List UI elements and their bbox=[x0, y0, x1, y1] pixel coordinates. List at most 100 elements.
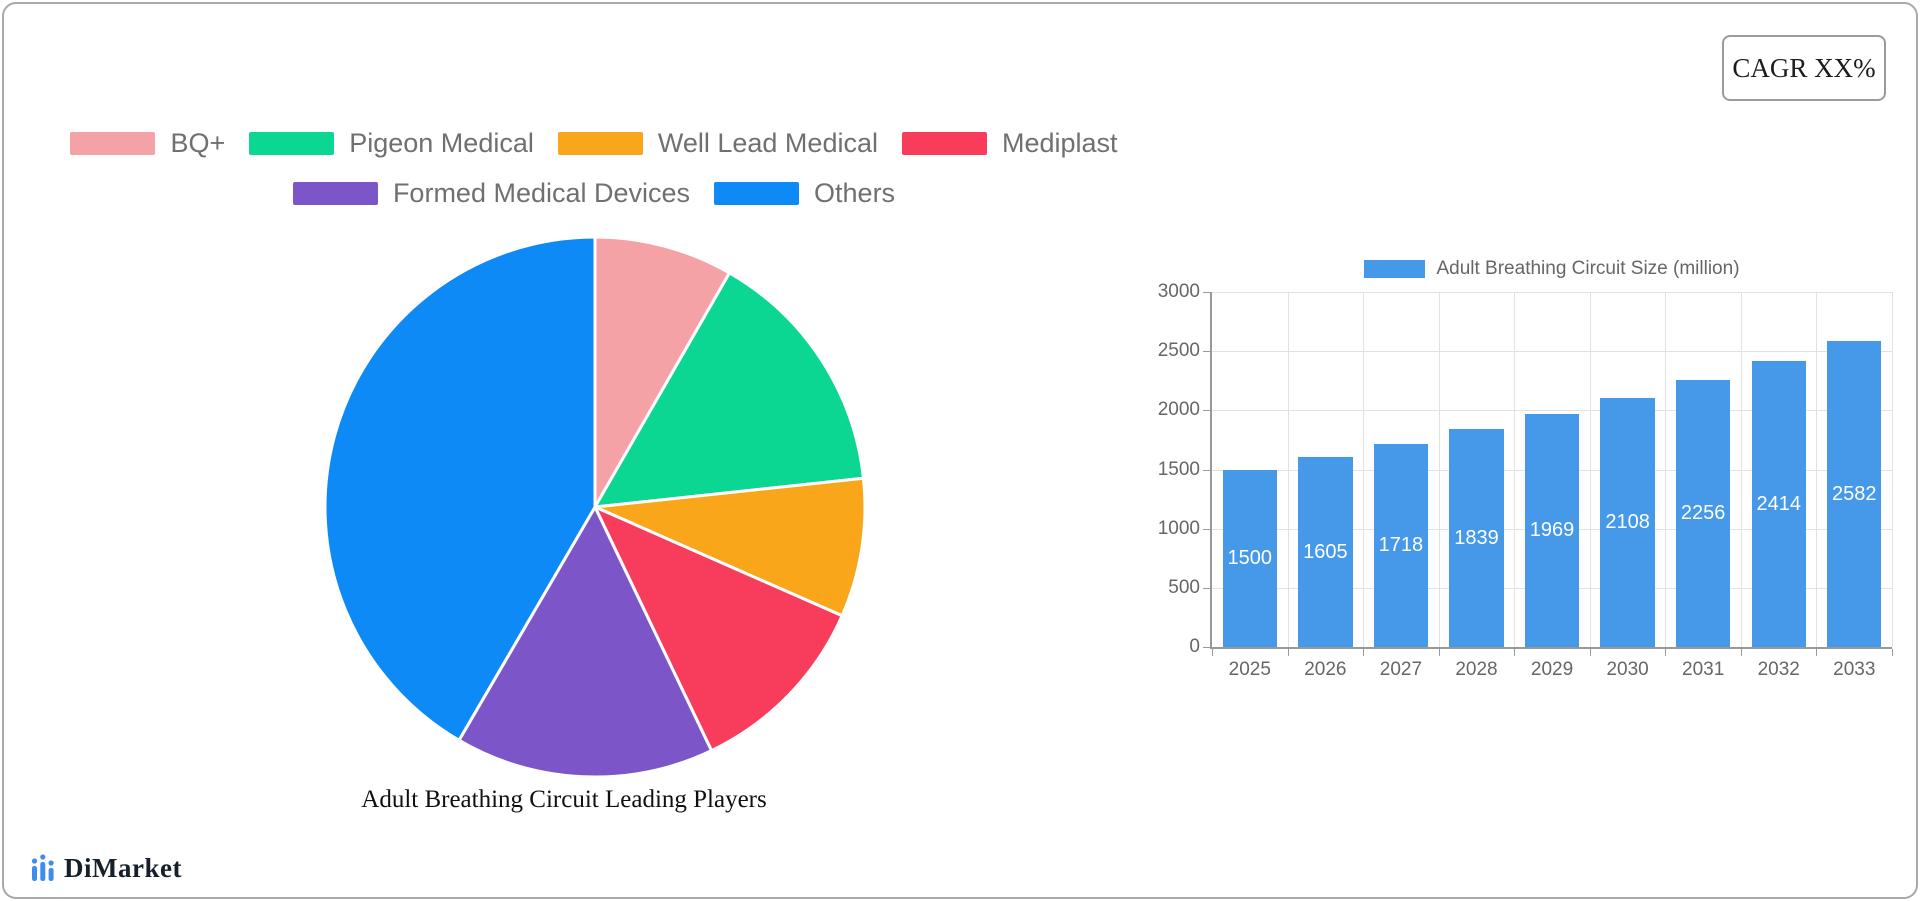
bar-2025: 1500 bbox=[1222, 469, 1277, 647]
pie-slice-well-lead-medical bbox=[593, 476, 867, 618]
bar-column-2032: 2414 bbox=[1741, 292, 1817, 647]
x-axis-tick bbox=[1514, 649, 1516, 656]
legend-swatch bbox=[70, 132, 156, 155]
y-tick-label: 0 bbox=[1189, 636, 1200, 657]
pie-slice-mediplast bbox=[593, 505, 844, 753]
y-tick-label: 1000 bbox=[1157, 517, 1200, 539]
legend-item-others: Others bbox=[714, 178, 895, 209]
bar-value-label: 2582 bbox=[1832, 482, 1877, 505]
y-tick-label: 1500 bbox=[1157, 458, 1200, 480]
bar-series: 1500 1605 1718 1839 1969 2108 2256 2414 2582 bbox=[1212, 292, 1892, 647]
legend-item-formed-medical-devices: Formed Medical Devices bbox=[292, 178, 691, 209]
x-axis-tick bbox=[1740, 649, 1742, 656]
bar-column-2031: 2256 bbox=[1665, 292, 1741, 647]
legend-label: Formed Medical Devices bbox=[392, 178, 691, 208]
y-axis-tick bbox=[1203, 528, 1210, 530]
bar-column-2025: 1500 bbox=[1212, 292, 1288, 647]
x-axis-line bbox=[1210, 647, 1892, 649]
bar-chart: Adult Breathing Circuit Size (million) 0… bbox=[1154, 258, 1904, 681]
legend-label: Pigeon Medical bbox=[349, 128, 534, 158]
bar-column-2033: 2582 bbox=[1817, 292, 1893, 647]
x-axis-labels: 2025 2026 2027 2028 2029 2030 2031 2032 2033 bbox=[1212, 659, 1892, 681]
bar-column-2029: 1969 bbox=[1514, 292, 1590, 647]
bar-column-2028: 1839 bbox=[1439, 292, 1515, 647]
pie-slice-bq- bbox=[593, 235, 732, 509]
bar-2033: 2582 bbox=[1827, 341, 1882, 647]
x-axis-tick bbox=[1363, 649, 1365, 656]
gridline-vertical bbox=[1892, 292, 1893, 647]
y-axis-tick bbox=[1203, 292, 1210, 293]
bar-legend-swatch bbox=[1364, 260, 1426, 278]
x-axis-tick bbox=[1287, 649, 1289, 656]
legend-item-pigeon-medical: Pigeon Medical bbox=[249, 128, 534, 159]
x-axis-tick bbox=[1438, 649, 1440, 656]
bar-value-label: 1969 bbox=[1529, 519, 1575, 541]
bar-2028: 1839 bbox=[1449, 429, 1504, 647]
pie-chart-title: Adult Breathing Circuit Leading Players bbox=[361, 786, 767, 813]
bar-2029: 1969 bbox=[1524, 414, 1580, 647]
legend-row: BQ+ Pigeon Medical Well Lead Medical Medipl… bbox=[34, 128, 1154, 159]
x-tick-label: 2029 bbox=[1530, 659, 1574, 680]
brand-name: DiMarket bbox=[64, 853, 182, 883]
y-axis-tick bbox=[1203, 647, 1210, 648]
legend-item-mediplast: Mediplast bbox=[901, 128, 1118, 159]
gridline-vertical bbox=[1740, 292, 1742, 647]
legend-swatch bbox=[714, 182, 800, 205]
gridline-vertical bbox=[1589, 292, 1591, 647]
x-axis-tick bbox=[1816, 649, 1818, 656]
pie-slice-pigeon-medical bbox=[593, 271, 865, 509]
pie-legend: BQ+ Pigeon Medical Well Lead Medical Medipl… bbox=[34, 128, 1154, 209]
bar-value-label: 2108 bbox=[1605, 510, 1650, 533]
legend-label: Others bbox=[814, 178, 896, 208]
x-tick-label: 2025 bbox=[1228, 659, 1271, 680]
legend-row: Formed Medical Devices Others bbox=[34, 178, 1154, 209]
x-tick-label: 2032 bbox=[1757, 659, 1800, 680]
legend-swatch bbox=[901, 132, 987, 155]
bar-value-label: 1605 bbox=[1303, 540, 1348, 563]
legend-swatch bbox=[557, 132, 643, 155]
pie-slice-others bbox=[323, 235, 597, 742]
x-tick-label: 2031 bbox=[1682, 659, 1725, 680]
legend-label: BQ+ bbox=[170, 128, 226, 158]
cagr-badge: CAGR XX% bbox=[1722, 35, 1886, 101]
bar-2030: 2108 bbox=[1600, 397, 1655, 647]
y-tick-label: 3000 bbox=[1157, 281, 1200, 302]
y-tick-label: 2000 bbox=[1157, 399, 1200, 421]
pie-chart-svg bbox=[323, 235, 867, 779]
y-axis-line bbox=[1210, 292, 1212, 649]
x-tick-label: 2030 bbox=[1606, 659, 1649, 680]
x-tick-label: 2027 bbox=[1379, 659, 1423, 680]
bar-value-label: 1718 bbox=[1378, 533, 1424, 556]
bar-value-label: 1839 bbox=[1454, 526, 1499, 549]
bar-plot-area: 0 500 1000 1500 2000 2500 3000 1500 1605 1718 1839… bbox=[1158, 281, 1893, 657]
gridline-horizontal bbox=[1212, 410, 1892, 412]
bar-chart-legend: Adult Breathing Circuit Size (million) bbox=[1212, 258, 1892, 280]
gridline-vertical bbox=[1287, 292, 1289, 647]
gridline-vertical bbox=[1363, 292, 1365, 647]
x-axis-tick bbox=[1892, 649, 1893, 656]
legend-item-well-lead-medical: Well Lead Medical bbox=[557, 128, 878, 159]
x-tick-label: 2033 bbox=[1833, 659, 1876, 680]
legend-item-bq-: BQ+ bbox=[70, 128, 225, 159]
x-tick-label: 2028 bbox=[1455, 659, 1498, 680]
bar-2032: 2414 bbox=[1751, 361, 1806, 647]
x-axis-tick bbox=[1212, 649, 1213, 656]
pie-slice-formed-medical-devices bbox=[457, 505, 713, 779]
legend-swatch bbox=[292, 182, 378, 205]
gridline-vertical bbox=[1665, 292, 1667, 647]
y-axis-tick bbox=[1203, 587, 1210, 589]
gridline-horizontal bbox=[1212, 351, 1892, 353]
y-axis-tick bbox=[1203, 469, 1210, 471]
y-axis-tick bbox=[1203, 410, 1210, 412]
legend-label: Mediplast bbox=[1001, 128, 1118, 158]
bar-2027: 1718 bbox=[1373, 443, 1429, 647]
brand-logo: DiMarket bbox=[30, 853, 182, 884]
bar-legend-label: Adult Breathing Circuit Size (million) bbox=[1436, 258, 1740, 279]
bar-column-2026: 1605 bbox=[1288, 292, 1364, 647]
y-axis-tick bbox=[1203, 351, 1210, 353]
legend-label: Well Lead Medical bbox=[657, 128, 878, 158]
y-tick-label: 2500 bbox=[1157, 340, 1200, 362]
legend-swatch bbox=[249, 132, 335, 155]
x-axis-tick bbox=[1665, 649, 1667, 656]
